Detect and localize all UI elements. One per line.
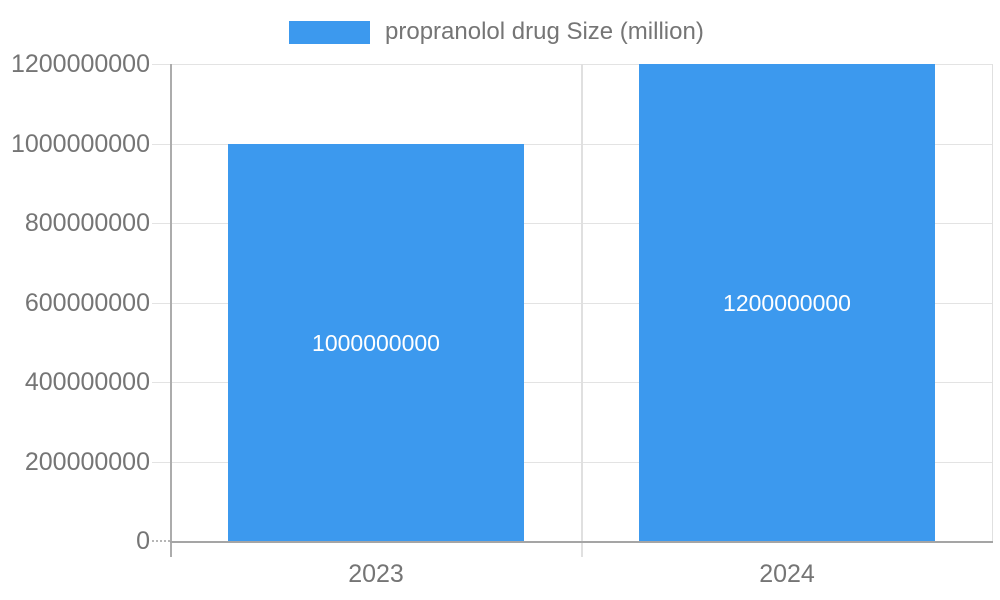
chart-legend: propranolol drug Size (million) [289,18,704,46]
y-axis-tick [152,223,170,224]
bar-2024 [639,64,935,541]
y-tick-label: 1200000000 [10,50,150,78]
y-axis-tick [152,462,170,463]
y-tick-label: 400000000 [24,368,150,396]
category-separator [581,64,583,557]
y-axis-tick [152,144,170,145]
y-tick-label: 1000000000 [10,130,150,158]
y-tick-label: 200000000 [24,448,150,476]
bar-2023 [228,144,524,541]
legend-label: propranolol drug Size (million) [385,18,704,45]
bar-value-label: 1000000000 [312,330,440,356]
y-axis-tick [152,303,170,304]
legend-swatch [289,20,370,44]
y-tick-label: 600000000 [24,289,150,317]
y-tick-label: 0 [136,527,150,555]
y-tick-label: 800000000 [24,209,150,237]
bar-value-label: 1200000000 [723,290,851,316]
plot-right-border [992,64,993,541]
x-tick-label: 2023 [348,560,404,588]
x-axis-line [170,541,993,543]
x-tick-label: 2024 [759,560,815,588]
y-axis-tick [152,64,170,65]
y-axis-zero-tick [152,540,170,542]
y-axis-line [170,64,172,557]
y-axis-tick [152,382,170,383]
